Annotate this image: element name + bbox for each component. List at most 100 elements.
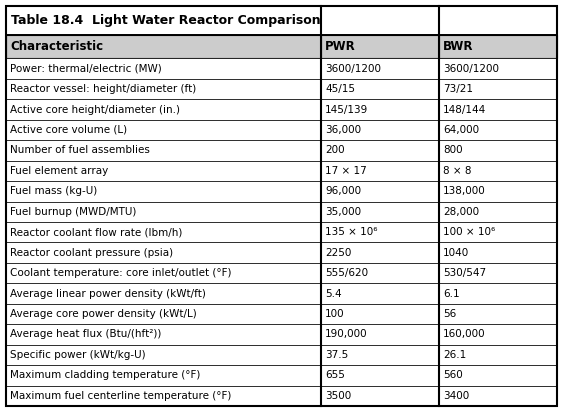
Bar — [6, 161, 321, 181]
Bar — [321, 386, 439, 406]
Bar — [321, 201, 439, 222]
Text: 17 × 17: 17 × 17 — [325, 166, 367, 176]
Text: Reactor coolant pressure (psia): Reactor coolant pressure (psia) — [10, 248, 173, 258]
Bar — [321, 181, 439, 201]
Text: 655: 655 — [325, 370, 345, 380]
Text: 2250: 2250 — [325, 248, 351, 258]
Bar — [321, 161, 439, 181]
Bar — [439, 345, 557, 365]
Text: 8 × 8: 8 × 8 — [443, 166, 472, 176]
Text: 200: 200 — [325, 145, 345, 155]
Text: Coolant temperature: core inlet/outlet (°F): Coolant temperature: core inlet/outlet (… — [10, 268, 231, 278]
Bar — [6, 99, 321, 120]
Bar — [439, 140, 557, 161]
Text: BWR: BWR — [443, 40, 473, 53]
Text: 3600/1200: 3600/1200 — [443, 63, 499, 74]
Text: Active core volume (L): Active core volume (L) — [10, 125, 127, 135]
Bar — [6, 79, 321, 99]
Text: 56: 56 — [443, 309, 457, 319]
Bar — [6, 283, 321, 304]
Text: 560: 560 — [443, 370, 463, 380]
Bar — [6, 140, 321, 161]
Bar — [321, 35, 439, 59]
Bar — [439, 263, 557, 283]
Bar — [321, 324, 439, 345]
Text: Maximum fuel centerline temperature (°F): Maximum fuel centerline temperature (°F) — [10, 391, 231, 401]
Bar — [439, 99, 557, 120]
Bar — [439, 386, 557, 406]
Bar — [439, 222, 557, 242]
Text: 3500: 3500 — [325, 391, 351, 401]
Bar — [321, 79, 439, 99]
Text: 148/144: 148/144 — [443, 105, 486, 115]
Text: Fuel mass (kg-U): Fuel mass (kg-U) — [10, 186, 97, 196]
Bar — [439, 35, 557, 59]
Text: 1040: 1040 — [443, 248, 470, 258]
Text: 96,000: 96,000 — [325, 186, 361, 196]
Text: 6.1: 6.1 — [443, 288, 460, 299]
Bar — [321, 140, 439, 161]
Bar — [439, 59, 557, 79]
Bar — [6, 324, 321, 345]
Bar — [321, 283, 439, 304]
Bar — [321, 99, 439, 120]
Text: 160,000: 160,000 — [443, 330, 486, 339]
Bar — [6, 263, 321, 283]
Text: Fuel element array: Fuel element array — [10, 166, 108, 176]
Bar — [6, 181, 321, 201]
Text: 36,000: 36,000 — [325, 125, 361, 135]
Bar — [439, 242, 557, 263]
Text: 37.5: 37.5 — [325, 350, 348, 360]
Text: Active core height/diameter (in.): Active core height/diameter (in.) — [10, 105, 180, 115]
Bar — [6, 345, 321, 365]
Bar — [321, 242, 439, 263]
Bar — [6, 59, 321, 79]
Text: 145/139: 145/139 — [325, 105, 368, 115]
Text: PWR: PWR — [325, 40, 356, 53]
Text: Maximum cladding temperature (°F): Maximum cladding temperature (°F) — [10, 370, 200, 380]
Text: 100 × 10⁶: 100 × 10⁶ — [443, 227, 495, 237]
Text: 5.4: 5.4 — [325, 288, 342, 299]
Bar — [321, 365, 439, 386]
Bar — [321, 345, 439, 365]
Text: Power: thermal/electric (MW): Power: thermal/electric (MW) — [10, 63, 162, 74]
Text: 73/21: 73/21 — [443, 84, 473, 94]
Text: 135 × 10⁶: 135 × 10⁶ — [325, 227, 378, 237]
Bar — [439, 120, 557, 140]
Text: Fuel burnup (MWD/MTU): Fuel burnup (MWD/MTU) — [10, 207, 136, 217]
Bar — [321, 263, 439, 283]
Text: Reactor vessel: height/diameter (ft): Reactor vessel: height/diameter (ft) — [10, 84, 196, 94]
Text: 555/620: 555/620 — [325, 268, 368, 278]
Bar — [6, 304, 321, 324]
Bar — [6, 222, 321, 242]
Bar — [6, 365, 321, 386]
Bar — [6, 120, 321, 140]
Text: Characteristic: Characteristic — [10, 40, 103, 53]
Text: 530/547: 530/547 — [443, 268, 486, 278]
Bar — [439, 304, 557, 324]
Bar — [6, 201, 321, 222]
Text: Number of fuel assemblies: Number of fuel assemblies — [10, 145, 150, 155]
Bar — [439, 324, 557, 345]
Bar — [321, 304, 439, 324]
Text: 28,000: 28,000 — [443, 207, 479, 217]
Text: Reactor coolant flow rate (lbm/h): Reactor coolant flow rate (lbm/h) — [10, 227, 182, 237]
Text: Average linear power density (kWt/ft): Average linear power density (kWt/ft) — [10, 288, 206, 299]
Text: 3600/1200: 3600/1200 — [325, 63, 381, 74]
Text: Specific power (kWt/kg-U): Specific power (kWt/kg-U) — [10, 350, 146, 360]
Bar — [321, 222, 439, 242]
Text: 100: 100 — [325, 309, 345, 319]
Bar — [439, 79, 557, 99]
Bar — [6, 386, 321, 406]
Text: 45/15: 45/15 — [325, 84, 355, 94]
Text: 3400: 3400 — [443, 391, 470, 401]
Text: 800: 800 — [443, 145, 463, 155]
Bar — [6, 35, 321, 59]
Bar — [439, 365, 557, 386]
Bar — [6, 242, 321, 263]
Bar — [321, 120, 439, 140]
Text: 26.1: 26.1 — [443, 350, 466, 360]
Text: 35,000: 35,000 — [325, 207, 361, 217]
Text: Average heat flux (Btu/(hft²)): Average heat flux (Btu/(hft²)) — [10, 330, 162, 339]
Text: 190,000: 190,000 — [325, 330, 368, 339]
